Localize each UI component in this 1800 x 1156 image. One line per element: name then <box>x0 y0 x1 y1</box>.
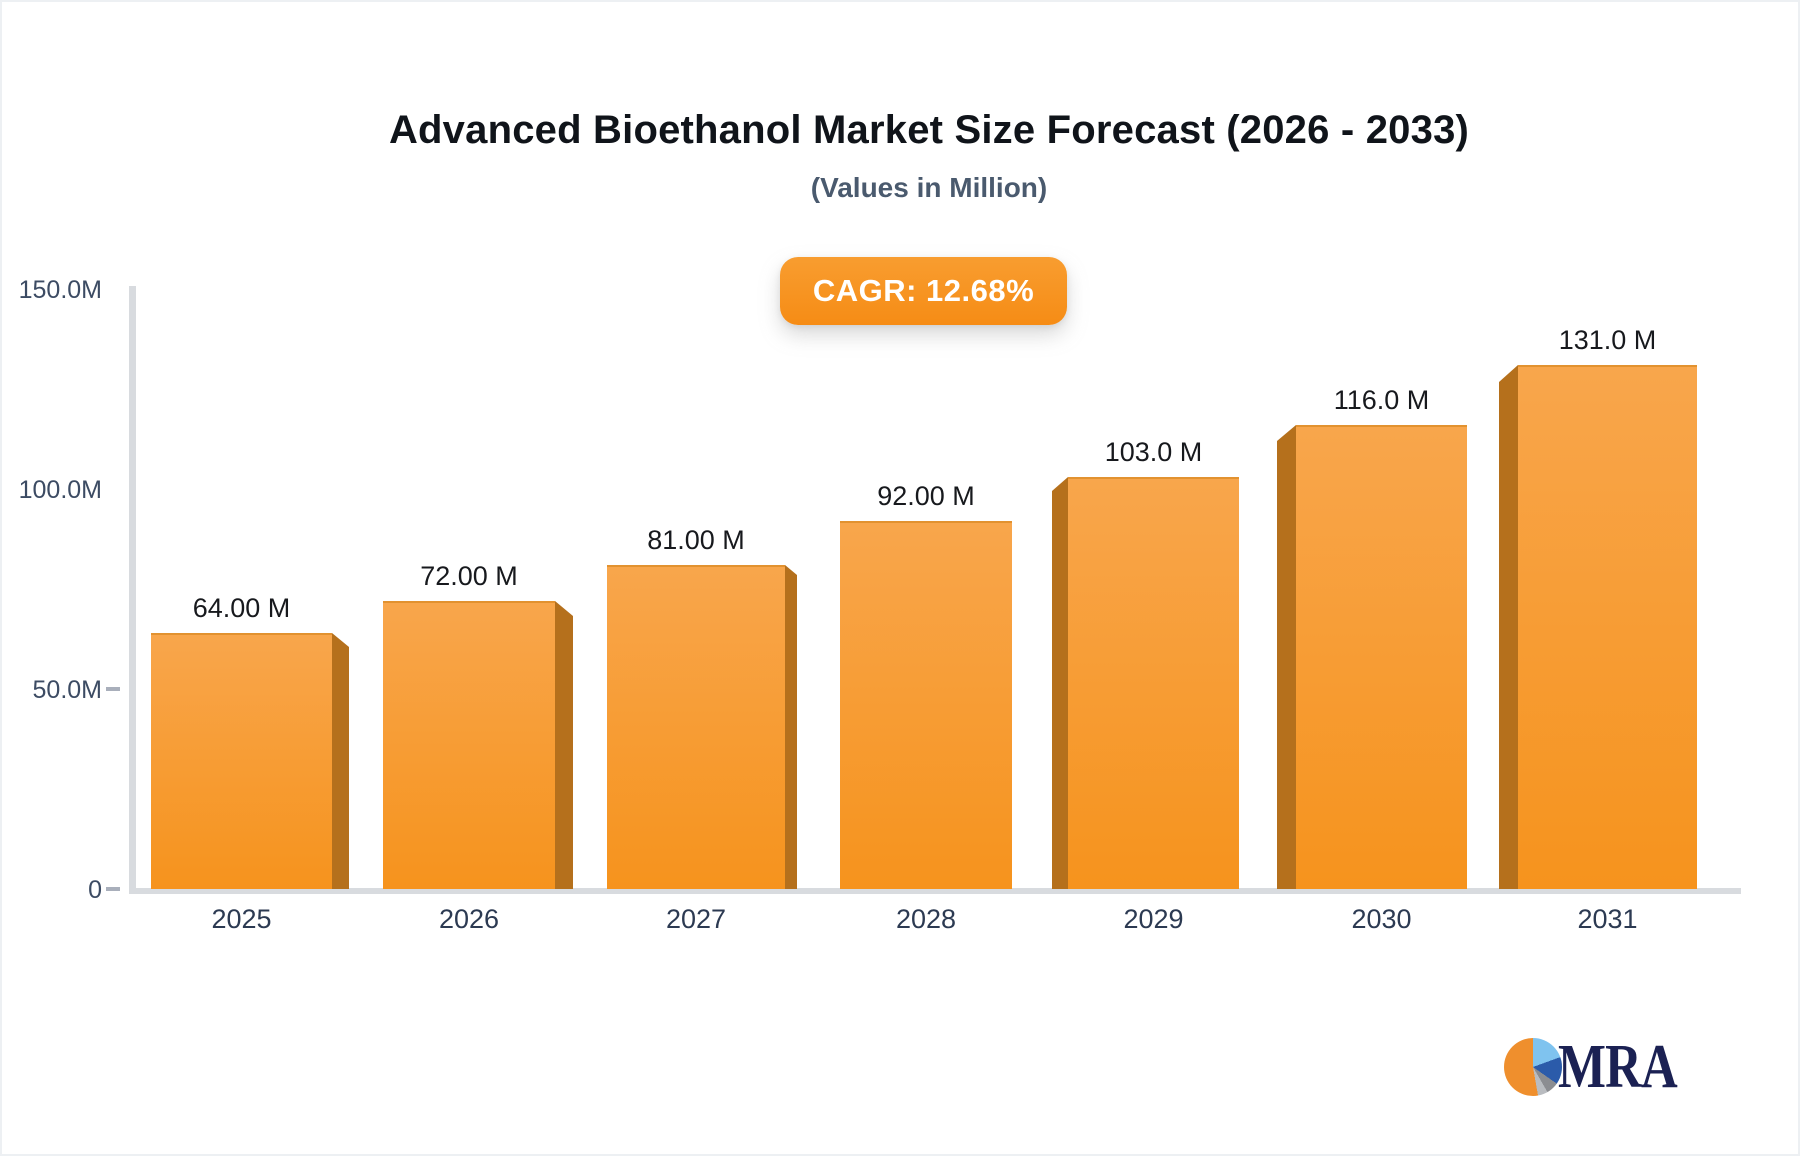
x-axis-label-2026: 2026 <box>439 904 499 934</box>
bar-value-label: 64.00 M <box>193 593 291 623</box>
x-axis-label-2030: 2030 <box>1351 904 1411 934</box>
y-axis-label: 50.0M <box>33 676 102 704</box>
y-axis-line <box>129 286 136 894</box>
bar-value-label: 92.00 M <box>877 481 975 511</box>
bar-2027 <box>607 565 785 889</box>
x-axis-label-2027: 2027 <box>666 904 726 934</box>
chart-title: Advanced Bioethanol Market Size Forecast… <box>388 108 1470 152</box>
bar-value-label: 81.00 M <box>647 525 745 555</box>
bar-2026 <box>383 601 555 889</box>
bar-side-2030 <box>1277 425 1296 889</box>
bar-2025 <box>151 633 332 889</box>
cagr-badge-label: CAGR: 12.68% <box>812 273 1035 308</box>
x-axis-label-2028: 2028 <box>896 904 956 934</box>
bar-2028 <box>840 521 1012 889</box>
chart-subtitle: (Values in Million) <box>810 172 1048 203</box>
y-axis-label: 100.0M <box>19 476 102 504</box>
cagr-badge: CAGR: 12.68% <box>780 257 1067 325</box>
bar-2030 <box>1296 425 1467 889</box>
bar-2031 <box>1518 365 1697 889</box>
brand-logo: MRA <box>1504 1033 1703 1101</box>
bar-value-label: 116.0 M <box>1334 385 1430 415</box>
bar-top-edge <box>840 521 1012 523</box>
bar-value-label: 103.0 M <box>1105 437 1203 467</box>
bar-side-2026 <box>555 601 573 889</box>
bar-side-2029 <box>1052 477 1068 889</box>
bar-value-label: 131.0 M <box>1559 325 1657 355</box>
y-axis-label: 0 <box>88 876 102 904</box>
bar-top-edge <box>1296 425 1467 427</box>
pie-logo-icon <box>1504 1038 1562 1096</box>
bar-side-2025 <box>332 633 349 889</box>
bar-top-edge <box>1068 477 1239 479</box>
x-axis-line <box>129 888 1741 894</box>
y-axis-tick <box>106 887 120 891</box>
y-axis-tick <box>106 687 120 691</box>
bar-side-2031 <box>1499 365 1518 889</box>
bar-top-edge <box>151 633 332 635</box>
x-axis-label-2031: 2031 <box>1577 904 1637 934</box>
x-axis-label-2029: 2029 <box>1123 904 1183 934</box>
bar-side-2027 <box>785 565 797 889</box>
y-axis-label: 150.0M <box>19 276 102 304</box>
bar-top-edge <box>1518 365 1697 367</box>
bar-top-edge <box>607 565 785 567</box>
bar-2029 <box>1068 477 1239 889</box>
brand-logo-text: MRA <box>1558 1033 1678 1101</box>
bar-value-label: 72.00 M <box>420 561 518 591</box>
bar-top-edge <box>383 601 555 603</box>
x-axis-label-2025: 2025 <box>211 904 271 934</box>
